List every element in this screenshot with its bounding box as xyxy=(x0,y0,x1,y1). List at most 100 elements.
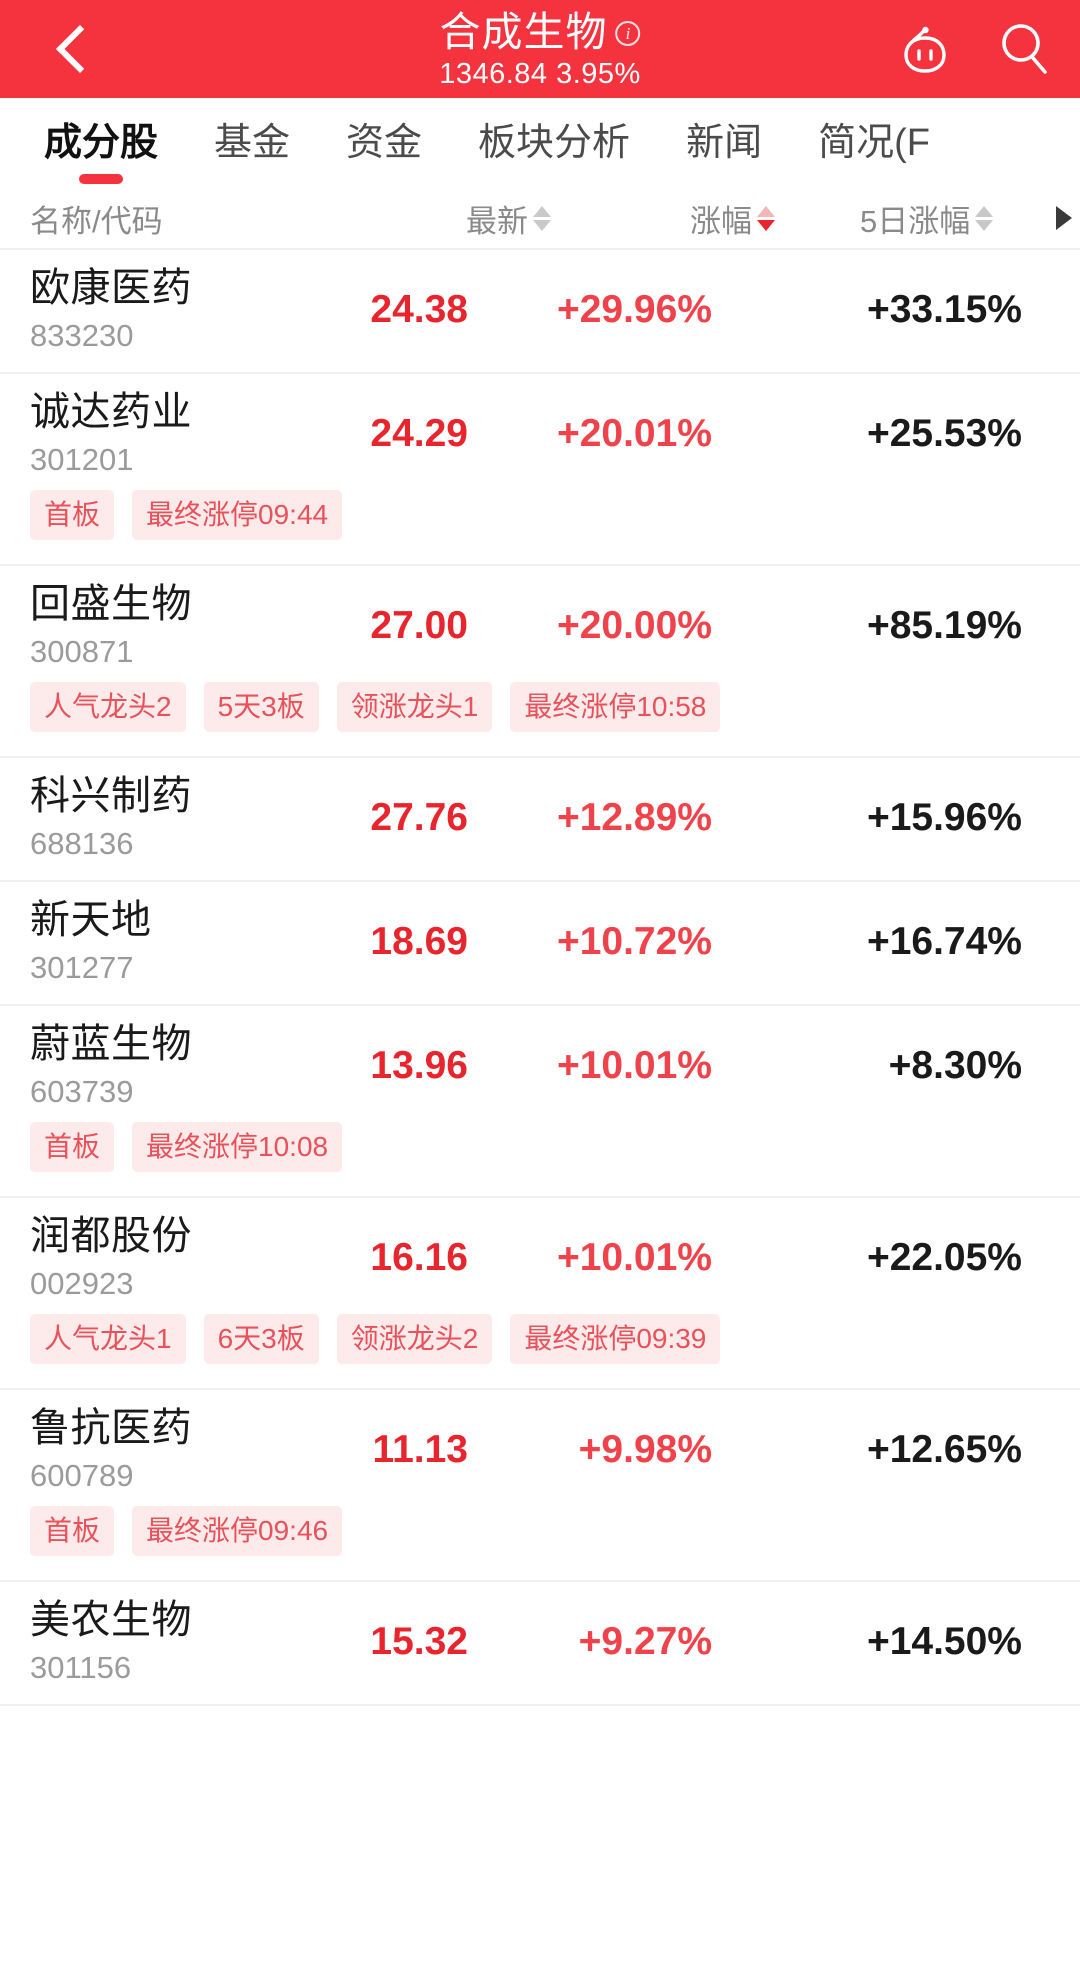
stock-change-percent: +20.00% xyxy=(556,604,712,647)
stock-change-percent: +10.01% xyxy=(556,1236,712,1279)
page-title: 合成生物 xyxy=(439,8,608,55)
stock-tag[interactable]: 领涨龙头2 xyxy=(336,1314,493,1364)
sort-toggle-change-5d[interactable] xyxy=(975,205,994,231)
table-row[interactable]: 诚达药业 301201 24.29 +20.01% +25.53% 首板 最终涨停09:44 xyxy=(0,374,1080,566)
stock-change-percent: +9.27% xyxy=(578,1620,712,1663)
table-row-main: 新天地 301277 18.69 +10.72% +16.74% xyxy=(0,882,1080,1004)
stock-code: 833230 xyxy=(30,318,134,353)
tab-funds[interactable]: 基金 xyxy=(214,98,290,188)
tab-label: 基金 xyxy=(214,122,291,164)
sort-toggle-change[interactable] xyxy=(757,205,775,231)
stock-tag[interactable]: 最终涨停09:39 xyxy=(510,1314,721,1364)
column-header-name: 名称/代码 xyxy=(30,203,163,239)
sort-asc-icon xyxy=(975,205,994,217)
sort-desc-icon xyxy=(975,219,994,231)
sort-desc-icon xyxy=(757,219,775,231)
table-column-headers: 名称/代码 最新 涨幅 5日涨幅 xyxy=(0,188,1080,250)
caret-right-icon[interactable] xyxy=(1056,206,1072,230)
stock-change-5d-percent: +8.30% xyxy=(888,1044,1022,1087)
table-row[interactable]: 欧康医药 833230 24.38 +29.96% +33.15% xyxy=(0,250,1080,374)
stock-tag[interactable]: 首板 xyxy=(30,1506,115,1556)
search-icon[interactable] xyxy=(996,20,1054,78)
header-actions xyxy=(894,0,1054,98)
stock-tag[interactable]: 5天3板 xyxy=(203,682,319,732)
sort-asc-icon xyxy=(533,205,551,217)
stock-tag[interactable]: 首板 xyxy=(30,1122,115,1172)
stock-tag[interactable]: 人气龙头1 xyxy=(30,1314,186,1364)
stock-tag[interactable]: 最终涨停09:44 xyxy=(132,490,343,540)
stock-latest-price: 18.69 xyxy=(370,920,468,963)
tab-capital[interactable]: 资金 xyxy=(346,98,422,188)
table-row[interactable]: 新天地 301277 18.69 +10.72% +16.74% xyxy=(0,882,1080,1006)
column-header-change-5d[interactable]: 5日涨幅 xyxy=(860,196,994,241)
stock-tag[interactable]: 6天3板 xyxy=(203,1314,319,1364)
back-button[interactable] xyxy=(30,0,110,98)
stock-tag-list: 首板 最终涨停09:44 xyxy=(0,490,1080,564)
stock-latest-price: 27.00 xyxy=(370,604,468,647)
stock-change-percent: +9.98% xyxy=(578,1428,712,1471)
stock-code: 002923 xyxy=(30,1266,134,1301)
header-title-block: 合成生物 i 1346.84 3.95% xyxy=(439,0,641,98)
stock-tag-list: 人气龙头2 5天3板 领涨龙头1 最终涨停10:58 xyxy=(0,682,1080,756)
table-row-main: 欧康医药 833230 24.38 +29.96% +33.15% xyxy=(0,250,1080,372)
column-header-change-5d-label: 5日涨幅 xyxy=(860,203,971,239)
stock-name: 科兴制药 xyxy=(30,774,192,818)
stock-code: 301156 xyxy=(30,1650,132,1685)
sort-toggle-latest[interactable] xyxy=(533,205,551,231)
stock-name: 诚达药业 xyxy=(30,390,192,434)
title-row: 合成生物 i xyxy=(440,8,641,56)
table-row-main: 美农生物 301156 15.32 +9.27% +14.50% xyxy=(0,1582,1080,1704)
stock-tag-list: 首板 最终涨停09:46 xyxy=(0,1506,1080,1580)
table-row[interactable]: 回盛生物 300871 27.00 +20.00% +85.19% 人气龙头2 5天3板 领涨… xyxy=(0,566,1080,758)
stock-change-5d-percent: +85.19% xyxy=(866,604,1022,647)
stock-name: 回盛生物 xyxy=(30,582,192,626)
stock-latest-price: 15.32 xyxy=(370,1620,468,1663)
tab-label: 新闻 xyxy=(686,122,763,164)
table-row-main: 润都股份 002923 16.16 +10.01% +22.05% xyxy=(0,1198,1080,1320)
column-header-change-label: 涨幅 xyxy=(690,203,752,239)
stock-tag-list: 人气龙头1 6天3板 领涨龙头2 最终涨停09:39 xyxy=(0,1314,1080,1388)
table-row[interactable]: 美农生物 301156 15.32 +9.27% +14.50% xyxy=(0,1582,1080,1706)
stock-latest-price: 24.38 xyxy=(370,288,468,331)
stock-name: 新天地 xyxy=(30,898,152,942)
stock-change-5d-percent: +14.50% xyxy=(866,1620,1022,1663)
stock-tag[interactable]: 首板 xyxy=(30,490,115,540)
stock-tag[interactable]: 最终涨停10:58 xyxy=(510,682,721,732)
stock-tag[interactable]: 领涨龙头1 xyxy=(336,682,493,732)
table-row[interactable]: 蔚蓝生物 603739 13.96 +10.01% +8.30% 首板 最终涨停10:08 xyxy=(0,1006,1080,1198)
stock-code: 600789 xyxy=(30,1458,134,1493)
stock-code: 688136 xyxy=(30,826,134,861)
tab-overview[interactable]: 简况(F xyxy=(818,98,930,188)
info-icon[interactable]: i xyxy=(615,21,641,46)
stock-tag[interactable]: 最终涨停10:08 xyxy=(132,1122,343,1172)
stock-tag[interactable]: 最终涨停09:46 xyxy=(132,1506,343,1556)
tab-sector-analysis[interactable]: 板块分析 xyxy=(478,98,630,188)
stock-change-5d-percent: +22.05% xyxy=(866,1236,1022,1279)
table-row-main: 回盛生物 300871 27.00 +20.00% +85.19% xyxy=(0,566,1080,688)
stock-change-5d-percent: +33.15% xyxy=(866,288,1022,331)
column-header-latest[interactable]: 最新 xyxy=(466,196,551,241)
tab-constituents[interactable]: 成分股 xyxy=(44,98,158,188)
column-header-change[interactable]: 涨幅 xyxy=(690,196,775,241)
tab-news[interactable]: 新闻 xyxy=(686,98,762,188)
stock-code: 300871 xyxy=(30,634,134,669)
stock-change-5d-percent: +16.74% xyxy=(866,920,1022,963)
stock-name: 美农生物 xyxy=(30,1598,192,1642)
table-row[interactable]: 润都股份 002923 16.16 +10.01% +22.05% 人气龙头1 6天3板 领涨… xyxy=(0,1198,1080,1390)
table-row[interactable]: 科兴制药 688136 27.76 +12.89% +15.96% xyxy=(0,758,1080,882)
stock-tag[interactable]: 人气龙头2 xyxy=(30,682,186,732)
stock-latest-price: 11.13 xyxy=(372,1428,468,1471)
tab-label: 资金 xyxy=(346,122,423,164)
app-header: 合成生物 i 1346.84 3.95% xyxy=(0,0,1080,98)
stock-change-percent: +12.89% xyxy=(556,796,712,839)
stock-name: 润都股份 xyxy=(30,1214,192,1258)
robot-assistant-icon[interactable] xyxy=(894,18,956,80)
stock-change-5d-percent: +15.96% xyxy=(866,796,1022,839)
stock-change-percent: +10.72% xyxy=(556,920,712,963)
table-row-main: 蔚蓝生物 603739 13.96 +10.01% +8.30% xyxy=(0,1006,1080,1128)
sort-desc-icon xyxy=(533,219,551,231)
table-row[interactable]: 鲁抗医药 600789 11.13 +9.98% +12.65% 首板 最终涨停09:46 xyxy=(0,1390,1080,1582)
tab-active-indicator xyxy=(79,174,123,184)
table-row-main: 鲁抗医药 600789 11.13 +9.98% +12.65% xyxy=(0,1390,1080,1512)
table-row-main: 诚达药业 301201 24.29 +20.01% +25.53% xyxy=(0,374,1080,496)
